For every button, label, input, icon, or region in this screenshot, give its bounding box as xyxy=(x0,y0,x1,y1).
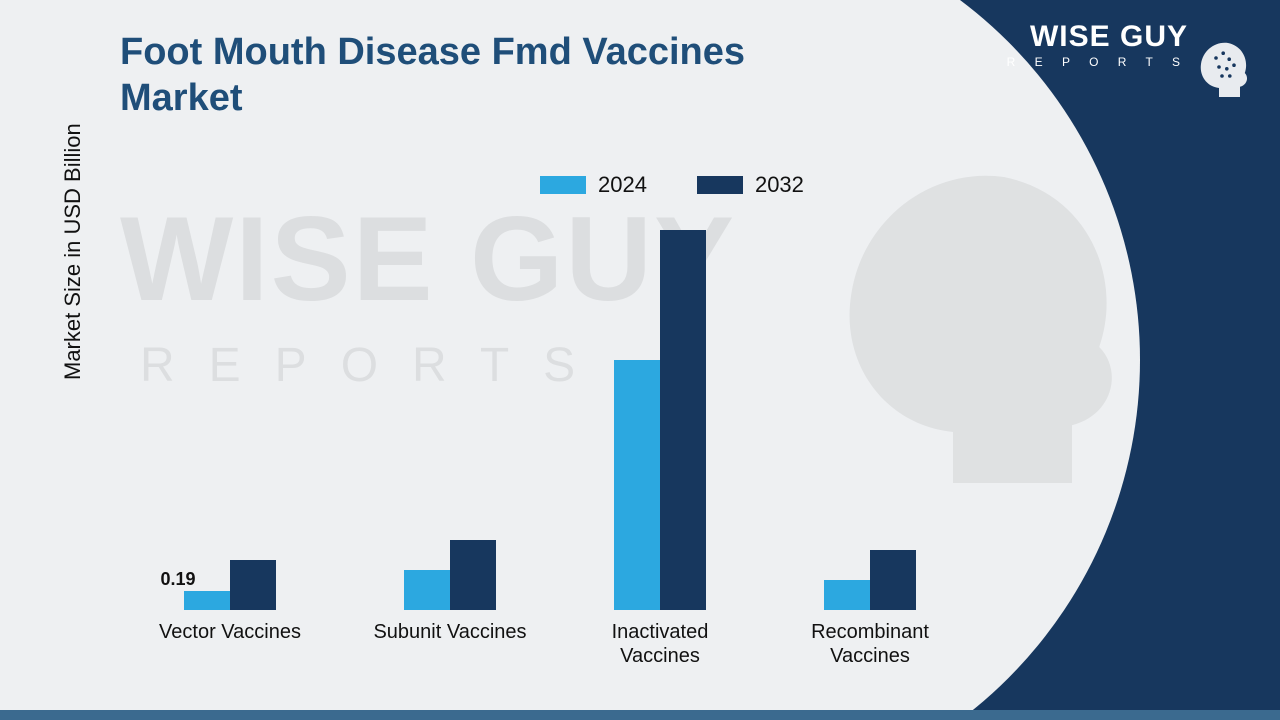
bar-vector-2024 xyxy=(184,591,230,610)
legend-swatch-2024 xyxy=(540,176,586,194)
bar-recombinant-2024 xyxy=(824,580,870,610)
x-label-inactivated: Inactivated Vaccines xyxy=(580,620,740,668)
legend-swatch-2032 xyxy=(697,176,743,194)
legend-item-2024: 2024 xyxy=(540,172,647,198)
bottom-accent-strip xyxy=(0,710,1280,720)
x-label-recombinant: Recombinant Vaccines xyxy=(790,620,950,668)
bar-inactivated-2024 xyxy=(614,360,660,610)
brand-logo-main: WISE GUY xyxy=(1007,22,1188,52)
x-label-vector: Vector Vaccines xyxy=(150,620,310,644)
bar-inactivated-2032 xyxy=(660,230,706,610)
value-label-vector-2024: 0.19 xyxy=(160,569,195,590)
bar-recombinant-2032 xyxy=(870,550,916,610)
bar-group-recombinant xyxy=(790,550,950,610)
legend-label-2032: 2032 xyxy=(755,172,804,198)
bar-vector-2032 xyxy=(230,560,276,610)
legend: 2024 2032 xyxy=(540,172,804,198)
legend-label-2024: 2024 xyxy=(598,172,647,198)
y-axis-label: Market Size in USD Billion xyxy=(60,123,86,380)
bar-group-inactivated xyxy=(580,230,740,610)
brand-head-icon xyxy=(1192,40,1252,100)
x-label-subunit: Subunit Vaccines xyxy=(370,620,530,644)
legend-item-2032: 2032 xyxy=(697,172,804,198)
brand-logo-sub: R E P O R T S xyxy=(1007,56,1188,68)
chart-canvas: WISE GUY REPORTS WISE GUY R E P O R T S … xyxy=(0,0,1280,720)
bar-group-subunit xyxy=(370,540,530,610)
bar-subunit-2032 xyxy=(450,540,496,610)
plot-area: 0.19 xyxy=(120,210,970,610)
bar-subunit-2024 xyxy=(404,570,450,610)
brand-logo: WISE GUY R E P O R T S xyxy=(1007,22,1252,68)
chart-title: Foot Mouth Disease Fmd Vaccines Market xyxy=(120,30,820,121)
